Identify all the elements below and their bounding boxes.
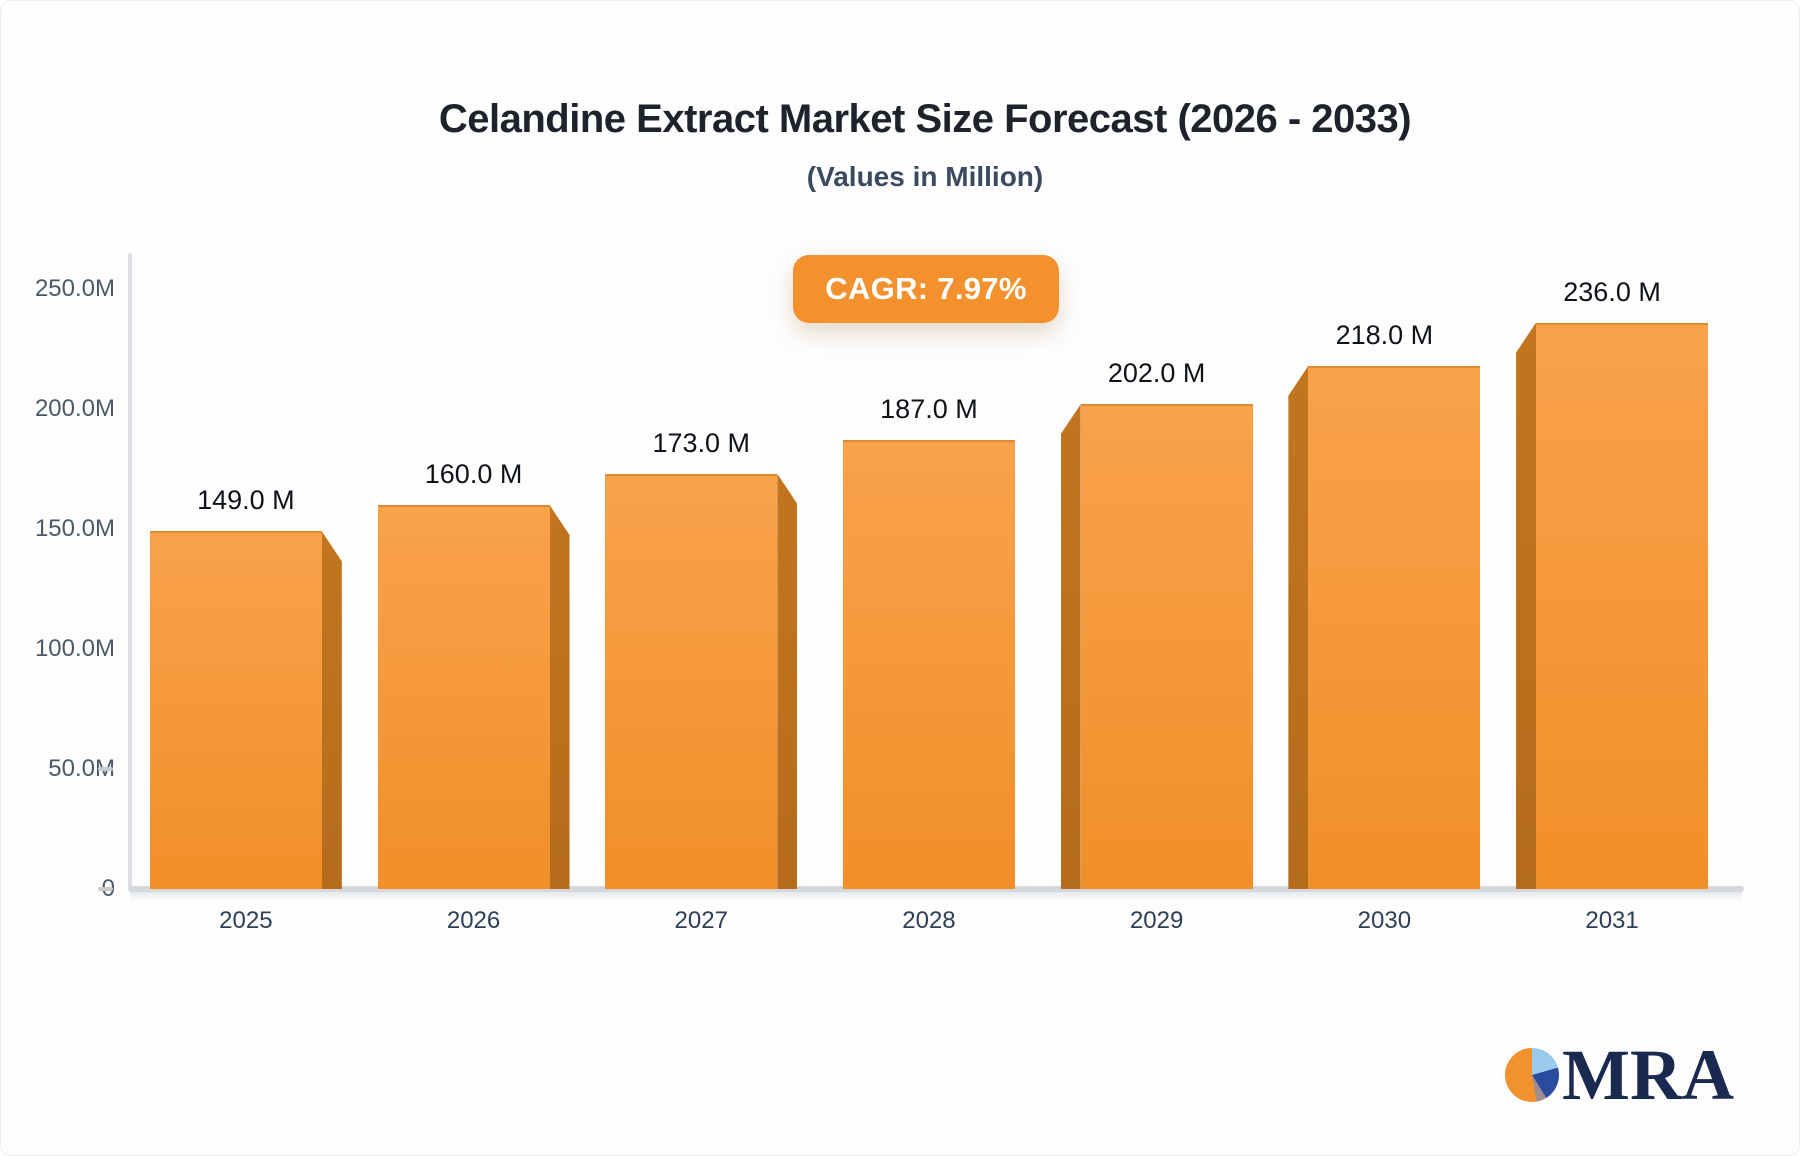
bar-side-face <box>1060 404 1081 889</box>
x-axis-label: 2027 <box>674 907 728 934</box>
bar-face <box>605 473 778 889</box>
y-axis-tick-label: 250.0M <box>34 275 115 302</box>
x-axis-label: 2030 <box>1357 907 1412 934</box>
y-axis-line <box>128 253 132 889</box>
bar-2031[interactable]: 236.0 M <box>1516 277 1709 889</box>
cagr-badge-label: CAGR: 7.97% <box>825 271 1027 306</box>
chart-header: Celandine Extract Market Size Forecast (… <box>25 95 1799 193</box>
bar-side-face <box>777 473 798 889</box>
y-axis-tick-label: 200.0M <box>34 395 115 422</box>
chart-subtitle: (Values in Million) <box>806 161 1044 192</box>
bar-2030[interactable]: 218.0 M <box>1288 320 1481 889</box>
x-axis-label: 2031 <box>1585 907 1639 934</box>
bar-2026[interactable]: 160.0 M <box>377 459 570 889</box>
cagr-badge: CAGR: 7.97% <box>793 255 1059 323</box>
bar-face <box>377 505 550 889</box>
mra-logo-text: MRA <box>1562 1035 1734 1115</box>
bar-side-face <box>1516 322 1537 889</box>
y-axis-tick-label: 150.0M <box>34 515 115 542</box>
bar-value-label: 218.0 M <box>1335 319 1434 350</box>
bar-value-label: 173.0 M <box>652 427 751 458</box>
x-axis-label: 2026 <box>446 907 501 934</box>
x-axis-label: 2025 <box>219 907 273 934</box>
bar-value-label: 202.0 M <box>1107 358 1206 389</box>
y-axis-tick-label: 100.0M <box>34 635 115 662</box>
bar-2028[interactable]: 187.0 M <box>833 394 1025 889</box>
x-axis-label: 2028 <box>902 907 956 934</box>
bar-value-label: 160.0 M <box>424 459 523 489</box>
bar-side-face <box>321 531 342 889</box>
bar-face <box>842 440 1015 889</box>
bar-face <box>1080 404 1253 889</box>
bar-face <box>1308 365 1481 889</box>
bar-side-face <box>1288 365 1309 889</box>
y-axis-tick-dash <box>98 887 113 891</box>
x-axis-baseline <box>128 886 1744 901</box>
bar-value-label: 236.0 M <box>1563 276 1661 307</box>
bar-face <box>149 531 322 889</box>
bar-side-face <box>549 505 570 889</box>
chart-title: Celandine Extract Market Size Forecast (… <box>438 97 1412 141</box>
mra-logo-pie-icon <box>1505 1048 1559 1102</box>
x-axis-label: 2029 <box>1129 907 1184 934</box>
mra-logo[interactable]: MRA <box>1505 1039 1734 1111</box>
bar-2029[interactable]: 202.0 M <box>1060 358 1253 889</box>
bar-2027[interactable]: 173.0 M <box>605 428 798 889</box>
bar-2025[interactable]: 149.0 M <box>149 485 342 889</box>
bar-value-label: 187.0 M <box>880 394 978 425</box>
y-axis-tick-dash <box>98 767 113 771</box>
bar-value-label: 149.0 M <box>197 485 295 516</box>
bar-face <box>1536 322 1709 889</box>
